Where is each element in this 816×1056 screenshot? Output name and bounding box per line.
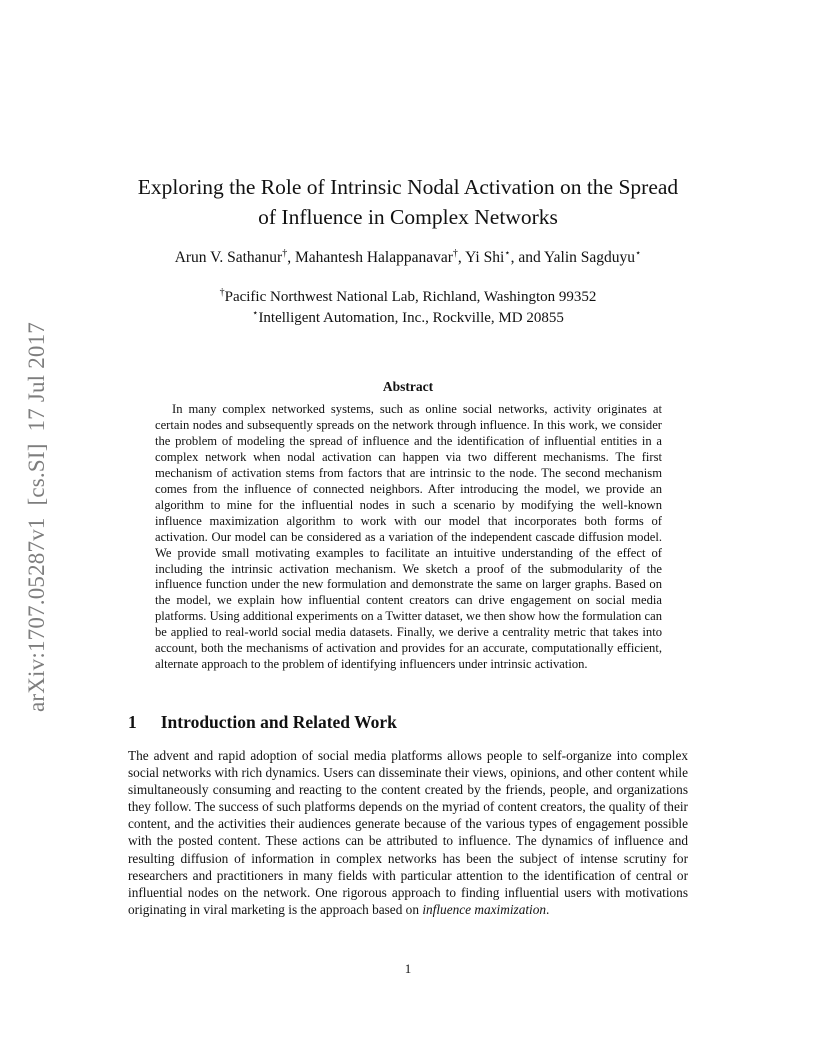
authors-line: Arun V. Sathanur†, Mahantesh Halappanava…: [0, 247, 816, 267]
author-mark: ⋆: [635, 247, 642, 259]
author-mark: †: [452, 247, 458, 259]
intro-suffix: .: [546, 901, 550, 917]
intro-italic-term: influence maximization: [422, 901, 547, 917]
affiliation-mark: †: [219, 287, 225, 298]
abstract-text: In many complex networked systems, such …: [155, 402, 662, 672]
intro-text: The advent and rapid adoption of social …: [128, 748, 688, 917]
abstract-heading: Abstract: [382, 379, 434, 394]
author-name: Mahantesh Halappanavar: [294, 249, 453, 266]
author-mark: †: [282, 247, 288, 259]
title-line-1: Exploring the Role of Intrinsic Nodal Ac…: [137, 175, 679, 199]
author-mark: ⋆: [504, 247, 511, 259]
author-separator: ,: [287, 249, 295, 266]
author-separator: ,: [510, 249, 519, 266]
author-separator: ,: [457, 249, 466, 266]
title-line-2: of Influence in Complex Networks: [258, 205, 558, 229]
page-number: 1: [404, 961, 412, 976]
section-number: 1: [128, 712, 137, 732]
section-title: Introduction and Related Work: [160, 712, 397, 732]
author-name: Yi Shi: [465, 249, 505, 266]
section-1-heading: 1 Introduction and Related Work: [128, 712, 397, 733]
affiliation-line: ⋆Intelligent Automation, Inc., Rockville…: [0, 308, 816, 329]
affiliations: †Pacific Northwest National Lab, Richlan…: [0, 287, 816, 328]
affiliation-text: Intelligent Automation, Inc., Rockville,…: [258, 309, 564, 326]
author-name: and Yalin Sagduyu: [518, 249, 636, 266]
affiliation-text: Pacific Northwest National Lab, Richland…: [224, 289, 597, 305]
affiliation-line: †Pacific Northwest National Lab, Richlan…: [0, 287, 816, 308]
intro-paragraph: The advent and rapid adoption of social …: [128, 747, 688, 918]
affiliation-mark: ⋆: [252, 307, 259, 319]
paper-title: Exploring the Role of Intrinsic Nodal Ac…: [0, 172, 816, 232]
author-name: Arun V. Sathanur: [174, 249, 283, 266]
